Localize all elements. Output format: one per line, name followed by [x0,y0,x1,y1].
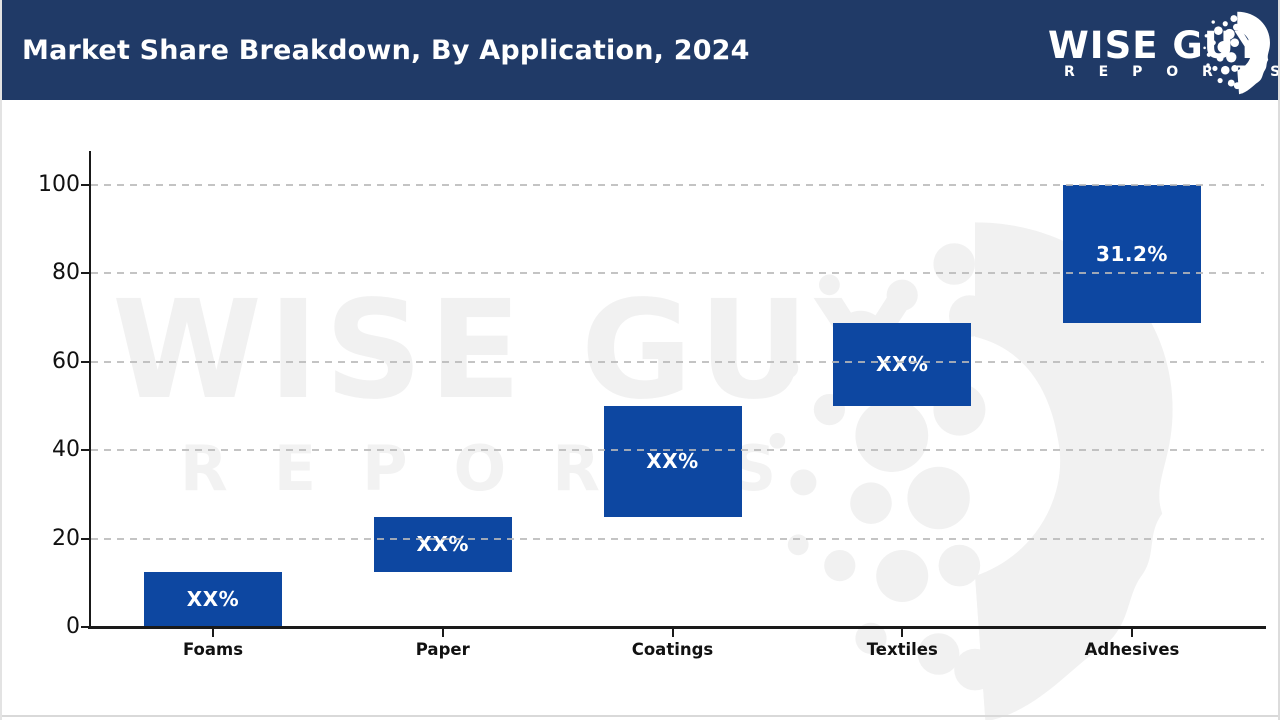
y-axis-spine [89,151,91,628]
y-tick-mark [81,360,89,363]
y-tick-mark [81,537,89,540]
bar-coatings: XX% [603,406,742,517]
gridline-20 [91,537,1264,540]
x-category-label: Foams [182,640,244,659]
gridline-80 [91,272,1264,275]
bar-value-label: XX% [876,352,929,377]
header-band: Market Share Breakdown, By Application, … [2,0,1278,100]
x-category-label: Adhesives [1084,640,1180,659]
bar-foams: XX% [144,571,282,627]
watermark-wordmark: WISE GUY [112,272,920,430]
x-category-label: Coatings [631,640,714,659]
x-tick-mark [1131,629,1133,637]
x-axis-spine [88,626,1266,629]
gridline-60 [91,360,1264,363]
y-tick-mark [81,272,89,275]
bottom-border-line [2,715,1278,717]
y-tick-label: 40 [52,437,80,463]
bar-paper: XX% [373,516,512,572]
wiseguy-face-icon [1203,11,1270,95]
bar-value-label: XX% [416,532,469,557]
x-tick-mark [671,629,674,637]
bar-textiles: XX% [833,322,972,406]
x-tick-mark [212,629,214,637]
y-tick-label: 20 [52,525,80,551]
bar-value-label: XX% [186,587,240,612]
gridline-40 [91,449,1264,452]
y-tick-label: 0 [66,614,80,639]
y-tick-label: 80 [52,260,80,286]
y-tick-mark [81,449,89,452]
y-tick-label: 60 [52,348,80,374]
bar-adhesives: 31.2% [1063,185,1201,323]
x-tick-mark [441,629,444,637]
x-category-label: Textiles [866,640,938,659]
x-category-label: Paper [415,640,470,659]
gridline-100 [91,184,1264,186]
y-tick-label: 100 [38,172,80,197]
y-tick-mark [81,184,89,186]
wiseguy-logo: WISE GUY R E P O R T S [1018,6,1278,95]
chart-title: Market Share Breakdown, By Application, … [22,34,750,66]
y-tick-mark [81,626,89,628]
x-tick-mark [901,629,904,637]
bar-value-label: 31.2% [1096,241,1168,266]
bar-value-label: XX% [646,449,699,474]
